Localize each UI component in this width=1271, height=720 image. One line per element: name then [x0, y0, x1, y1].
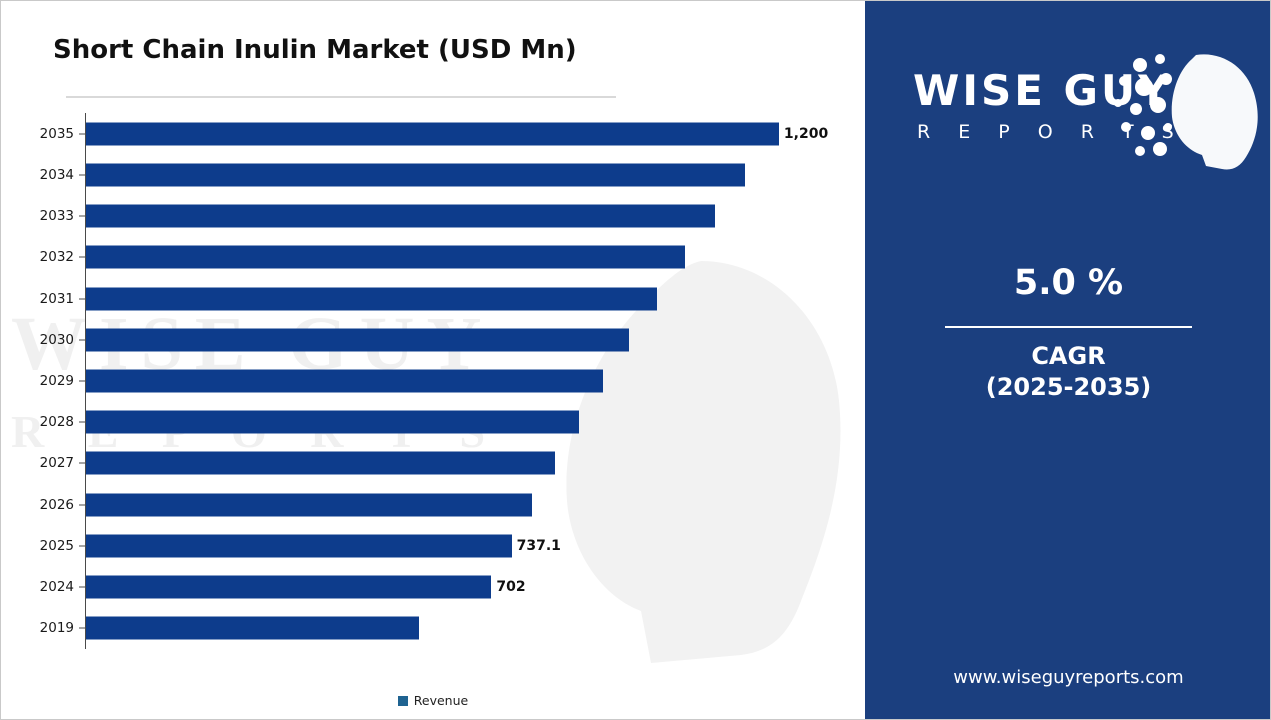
y-axis-tick	[79, 215, 85, 217]
y-axis-tick-label: 2034	[39, 166, 74, 183]
y-axis-tick-label: 2019	[39, 620, 74, 637]
bar	[86, 122, 779, 146]
legend-swatch-revenue	[397, 696, 408, 706]
bar-row: 2035 1,200	[40, 113, 829, 154]
y-axis-tick	[79, 504, 85, 506]
bar	[86, 616, 419, 640]
bar-row: 2030	[40, 319, 827, 360]
bar-value-label: 737.1	[516, 537, 561, 554]
legend-label-revenue: Revenue	[413, 693, 469, 708]
cagr-label-line-1: CAGR	[1031, 342, 1106, 370]
bar-row: 2032	[40, 237, 827, 278]
bar	[86, 369, 604, 393]
y-axis-tick-label: 2035	[39, 125, 74, 142]
bar	[86, 204, 715, 228]
bar	[86, 451, 555, 475]
y-axis-tick-label: 2029	[39, 372, 74, 389]
bar-row: 2027	[40, 443, 827, 484]
bar	[86, 163, 746, 187]
cagr-value: 5.0 %	[1013, 263, 1124, 303]
bar-row: 2025 737.1	[40, 525, 827, 566]
y-axis-tick	[79, 298, 85, 300]
y-axis-tick-label: 2031	[39, 290, 74, 307]
y-axis-tick-label: 2028	[39, 414, 74, 431]
y-axis-tick	[79, 627, 85, 629]
y-axis-tick	[79, 462, 85, 464]
y-axis-tick-label: 2024	[39, 579, 74, 596]
y-axis-tick	[79, 545, 85, 547]
cagr-label-line-2: (2025-2035)	[985, 372, 1152, 401]
page-title: Short Chain Inulin Market (USD Mn)	[53, 35, 577, 65]
y-axis-tick-label: 2033	[39, 208, 74, 225]
y-axis-tick-label: 2030	[39, 331, 74, 348]
bar-row: 2033	[40, 195, 827, 236]
bar-row: 2026	[40, 484, 827, 525]
logo-secondary-text: R E P O R T S	[917, 121, 1185, 143]
bar	[86, 328, 629, 352]
bar-value-label: 702	[496, 579, 526, 596]
bar-row: 2019	[40, 608, 827, 649]
y-axis-tick-label: 2025	[39, 537, 74, 554]
bar-row: 2034	[40, 154, 827, 195]
bar-row: 2028	[40, 402, 827, 443]
website-url: www.wiseguyreports.com	[953, 667, 1184, 688]
plot-area: 2035 1,200 2034 2033 2032 2031 2030 2029 2028 202…	[40, 113, 829, 649]
y-axis-tick	[79, 421, 85, 423]
bar-row: 2024 702	[40, 567, 827, 608]
bar	[86, 534, 512, 558]
cagr-divider	[945, 326, 1192, 328]
y-axis-tick	[79, 174, 85, 176]
y-axis-tick-label: 2027	[39, 455, 74, 472]
bar	[86, 410, 579, 434]
bar	[86, 287, 657, 311]
bar	[86, 575, 492, 599]
title-divider	[66, 96, 616, 98]
cagr-label: CAGR (2025-2035)	[865, 341, 1270, 402]
y-axis-tick	[79, 133, 85, 135]
bar	[86, 493, 533, 517]
chart-panel: WISE GUY R E P O R T S Short Chain Inuli…	[1, 1, 865, 719]
y-axis-tick-label: 2026	[39, 496, 74, 513]
y-axis-tick	[79, 380, 85, 382]
bar-row: 2029	[40, 360, 827, 401]
brand-panel: WISE GUY R E P O R T S	[865, 1, 1270, 719]
bar	[86, 245, 685, 269]
y-axis-line	[85, 113, 86, 649]
y-axis-tick	[79, 339, 85, 341]
bar-row: 2031	[40, 278, 827, 319]
logo: WISE GUY R E P O R T S	[865, 41, 1270, 181]
y-axis-tick	[79, 256, 85, 258]
legend: Revenue	[1, 693, 865, 708]
logo-primary-text: WISE GUY	[913, 66, 1172, 115]
y-axis-tick-label: 2032	[39, 249, 74, 266]
bar-value-label: 1,200	[783, 125, 829, 142]
y-axis-tick	[79, 586, 85, 588]
head-profile-icon	[1114, 54, 1258, 170]
